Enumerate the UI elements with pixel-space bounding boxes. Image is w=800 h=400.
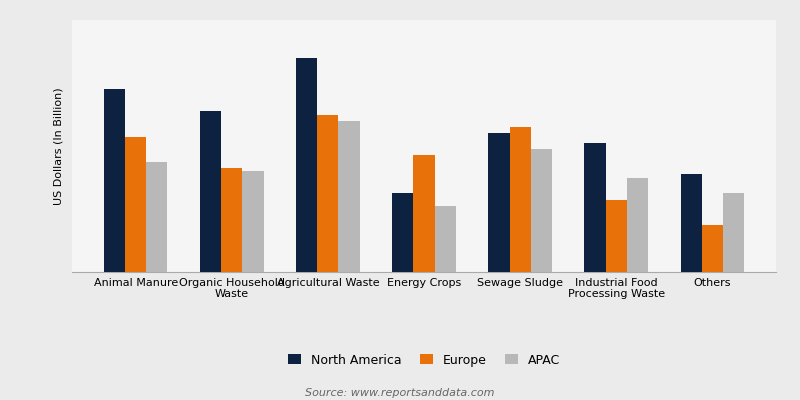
Bar [104, 89, 125, 272]
Bar [606, 200, 626, 272]
Bar [530, 149, 552, 272]
Bar [510, 127, 530, 272]
Bar [723, 193, 744, 272]
Text: Source: www.reportsanddata.com: Source: www.reportsanddata.com [306, 388, 494, 398]
Bar [488, 133, 510, 272]
Bar [318, 114, 338, 272]
Bar [434, 206, 456, 272]
Legend: North America, Europe, APAC: North America, Europe, APAC [283, 348, 565, 372]
Bar [296, 58, 318, 272]
Bar [585, 143, 606, 272]
Bar [200, 111, 222, 272]
Bar [338, 121, 360, 272]
Bar [125, 136, 146, 272]
Y-axis label: US Dollars (In Billion): US Dollars (In Billion) [54, 87, 64, 205]
Bar [146, 162, 167, 272]
Bar [242, 171, 263, 272]
Bar [702, 225, 723, 272]
Bar [681, 174, 702, 272]
Bar [392, 193, 414, 272]
Bar [414, 156, 434, 272]
Bar [626, 178, 648, 272]
Bar [222, 168, 242, 272]
